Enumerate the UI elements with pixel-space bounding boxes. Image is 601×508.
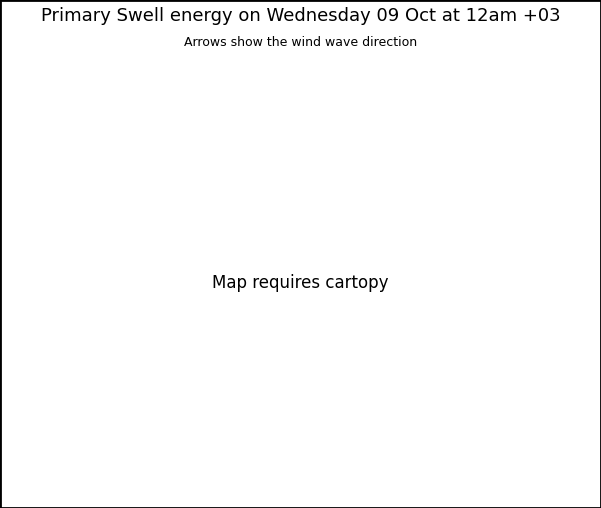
Text: Arrows show the wind wave direction: Arrows show the wind wave direction: [184, 36, 417, 49]
Text: Map requires cartopy: Map requires cartopy: [212, 274, 389, 292]
Text: Primary Swell energy on Wednesday 09 Oct at 12am +03: Primary Swell energy on Wednesday 09 Oct…: [41, 7, 560, 25]
